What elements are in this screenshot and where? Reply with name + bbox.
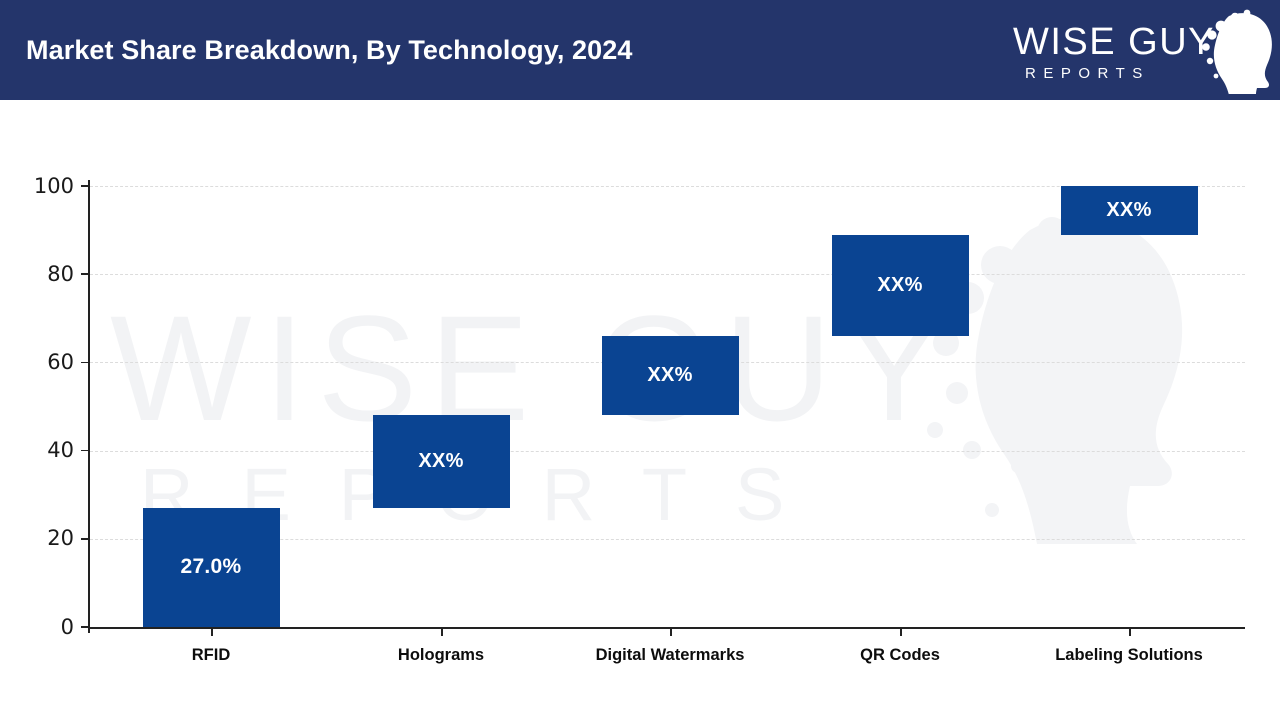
xtick-mark-digital-watermarks: [670, 629, 672, 636]
gridline-100: [90, 186, 1245, 187]
header-bar: Market Share Breakdown, By Technology, 2…: [0, 0, 1280, 100]
ytick-label-20: 20: [47, 526, 74, 550]
xtick-label-qr-codes: QR Codes: [860, 646, 940, 664]
xtick-mark-labeling-solutions: [1129, 629, 1131, 636]
x-axis-spine: [88, 627, 1245, 630]
ytick-label-80: 80: [47, 262, 74, 286]
svg-text:WISE GUY: WISE GUY: [1013, 21, 1215, 63]
y-axis-spine: [88, 180, 91, 633]
ytick-mark-20: [81, 538, 88, 540]
ytick-mark-40: [81, 449, 88, 452]
bar-value-label: XX%: [1106, 198, 1152, 221]
bar-qr-codes[interactable]: XX%: [831, 234, 969, 336]
ytick-mark-100: [81, 185, 88, 187]
bar-value-label: XX%: [418, 450, 464, 473]
ytick-label-0: 0: [60, 615, 74, 639]
dotted-head-profile-icon: [1202, 9, 1272, 94]
chart-canvas: WISE GUY REPORTS: [0, 100, 1280, 720]
gridline-40: [90, 450, 1245, 452]
bar-value-label: XX%: [647, 364, 693, 387]
ytick-mark-0: [81, 626, 88, 628]
xtick-label-holograms: Holograms: [397, 646, 485, 664]
bar-labeling-solutions[interactable]: XX%: [1060, 186, 1198, 235]
wise-guy-reports-logo: WISE GUY REPORTS: [1007, 6, 1272, 94]
svg-text:REPORTS: REPORTS: [1025, 65, 1150, 82]
xtick-label-rfid: RFID: [191, 646, 231, 664]
xtick-mark-rfid: [211, 629, 213, 636]
ytick-label-100: 100: [33, 174, 74, 198]
ytick-mark-60: [81, 361, 88, 364]
page-title: Market Share Breakdown, By Technology, 2…: [26, 34, 633, 65]
bar-holograms[interactable]: XX%: [372, 415, 510, 508]
xtick-label-labeling-solutions: Labeling Solutions: [1055, 646, 1203, 664]
bar-digital-watermarks[interactable]: XX%: [601, 335, 739, 416]
gridline-20: [90, 538, 1245, 540]
xtick-mark-holograms: [441, 629, 443, 636]
bar-value-label: 27.0%: [180, 555, 242, 579]
xtick-label-digital-watermarks: Digital Watermarks: [595, 646, 745, 664]
bar-rfid[interactable]: 27.0%: [142, 507, 280, 627]
gridline-80: [90, 274, 1245, 276]
xtick-mark-qr-codes: [900, 629, 902, 636]
ytick-label-40: 40: [47, 438, 74, 462]
bar-value-label: XX%: [877, 273, 923, 296]
ytick-mark-80: [81, 273, 88, 275]
ytick-label-60: 60: [47, 350, 74, 374]
